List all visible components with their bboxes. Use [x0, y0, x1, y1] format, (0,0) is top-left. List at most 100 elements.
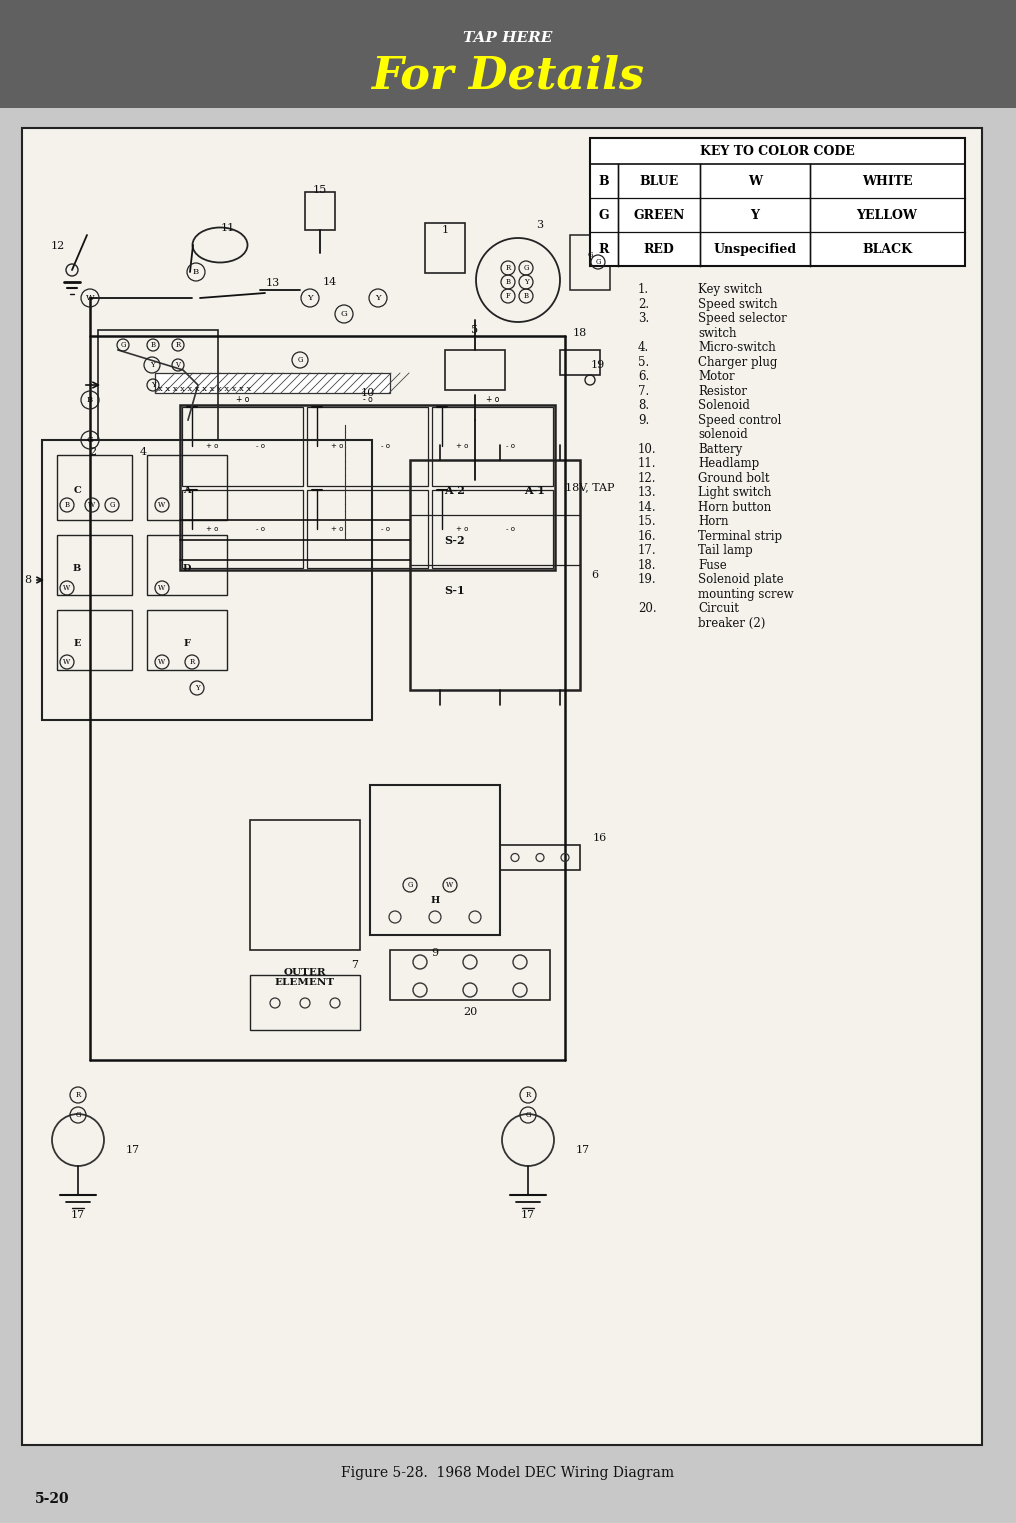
Text: G: G	[75, 1110, 80, 1119]
Text: Y: Y	[751, 209, 760, 221]
Text: S-2: S-2	[445, 535, 465, 545]
Text: 4: 4	[139, 446, 146, 457]
Text: Y: Y	[195, 684, 199, 691]
Text: G: G	[598, 209, 610, 221]
Text: G: G	[340, 311, 347, 318]
Text: B: B	[193, 268, 199, 276]
Text: 4.: 4.	[638, 341, 649, 353]
Text: 17: 17	[71, 1209, 85, 1220]
Text: - o: - o	[256, 525, 265, 532]
Text: Resistor: Resistor	[698, 384, 747, 398]
Bar	[590, 139, 965, 267]
Text: + o: + o	[236, 394, 249, 404]
Text: 14.: 14.	[638, 501, 656, 513]
Text: B: B	[64, 501, 69, 509]
Text: 19.: 19.	[638, 573, 656, 586]
Text: B: B	[598, 175, 610, 187]
Text: RED: RED	[643, 242, 675, 256]
Text: 9.: 9.	[638, 414, 649, 426]
Bar	[250, 975, 360, 1030]
Text: G: G	[595, 257, 600, 267]
Text: B: B	[523, 292, 528, 300]
Text: 18: 18	[573, 327, 587, 338]
Bar	[147, 611, 227, 670]
Text: Circuit: Circuit	[698, 602, 739, 615]
Text: G: G	[110, 501, 115, 509]
Text: W: W	[63, 658, 71, 666]
Bar	[57, 535, 132, 595]
Text: R: R	[598, 242, 610, 256]
Text: 5-20: 5-20	[35, 1493, 70, 1506]
Text: 7: 7	[352, 959, 359, 970]
Text: 16.: 16.	[638, 530, 656, 542]
Text: + o: + o	[486, 394, 499, 404]
Text: F: F	[184, 638, 191, 647]
Text: 20: 20	[463, 1007, 478, 1017]
Text: R: R	[75, 1090, 80, 1100]
Text: Y: Y	[375, 294, 381, 302]
Text: 3: 3	[536, 219, 544, 230]
Text: W: W	[446, 880, 453, 889]
Text: + o: + o	[456, 443, 468, 449]
Text: B: B	[150, 341, 155, 349]
Bar	[147, 535, 227, 595]
Text: + o: + o	[206, 443, 218, 449]
Bar	[57, 455, 132, 519]
Text: 17: 17	[521, 1209, 535, 1220]
Text: Unspecified: Unspecified	[713, 242, 797, 256]
Bar	[0, 0, 1016, 108]
Text: G: G	[523, 263, 528, 273]
Text: - o: - o	[506, 443, 515, 449]
Text: 17.: 17.	[638, 544, 656, 557]
Text: 2.: 2.	[638, 297, 649, 311]
Text: 15.: 15.	[638, 515, 656, 528]
Text: switch: switch	[698, 326, 737, 340]
Text: E: E	[73, 638, 80, 647]
Text: Speed control: Speed control	[698, 414, 781, 426]
Text: Key switch: Key switch	[698, 283, 762, 295]
Text: 12.: 12.	[638, 472, 656, 484]
Text: breaker (2): breaker (2)	[698, 617, 765, 629]
Text: 13: 13	[266, 279, 280, 288]
Text: GREEN: GREEN	[633, 209, 685, 221]
Text: 8.: 8.	[638, 399, 649, 413]
Text: 2: 2	[89, 446, 97, 457]
Text: R: R	[525, 1090, 530, 1100]
Bar	[307, 489, 428, 568]
Text: + o: + o	[206, 525, 218, 532]
Text: 5: 5	[471, 324, 479, 335]
Text: 1.: 1.	[638, 283, 649, 295]
Text: B: B	[87, 396, 93, 404]
Text: 10.: 10.	[638, 443, 656, 455]
Bar	[22, 128, 982, 1445]
Bar	[155, 373, 390, 393]
Bar	[432, 407, 553, 486]
Text: Speed switch: Speed switch	[698, 297, 777, 311]
Bar	[432, 489, 553, 568]
Bar	[410, 460, 580, 690]
Text: 13.: 13.	[638, 486, 656, 500]
Text: 11.: 11.	[638, 457, 656, 471]
Text: G: G	[120, 341, 126, 349]
Text: Fuse: Fuse	[698, 559, 726, 571]
Text: - o: - o	[381, 443, 390, 449]
Bar	[390, 950, 550, 1001]
Text: + o: + o	[331, 525, 343, 532]
Text: G: G	[298, 356, 303, 364]
Bar	[98, 330, 218, 440]
Text: 19: 19	[591, 359, 606, 370]
Text: W: W	[85, 294, 94, 302]
Text: Solenoid: Solenoid	[698, 399, 750, 413]
Bar	[560, 350, 600, 375]
Bar	[570, 235, 610, 289]
Text: 11: 11	[220, 222, 235, 233]
Text: 16: 16	[593, 833, 608, 842]
Text: 9: 9	[432, 947, 439, 958]
Text: 5.: 5.	[638, 355, 649, 369]
Text: C: C	[73, 486, 81, 495]
Bar	[305, 192, 335, 230]
Text: Tail lamp: Tail lamp	[698, 544, 753, 557]
Text: G: G	[86, 436, 93, 445]
Text: 10: 10	[361, 388, 375, 398]
Text: 3.: 3.	[638, 312, 649, 324]
